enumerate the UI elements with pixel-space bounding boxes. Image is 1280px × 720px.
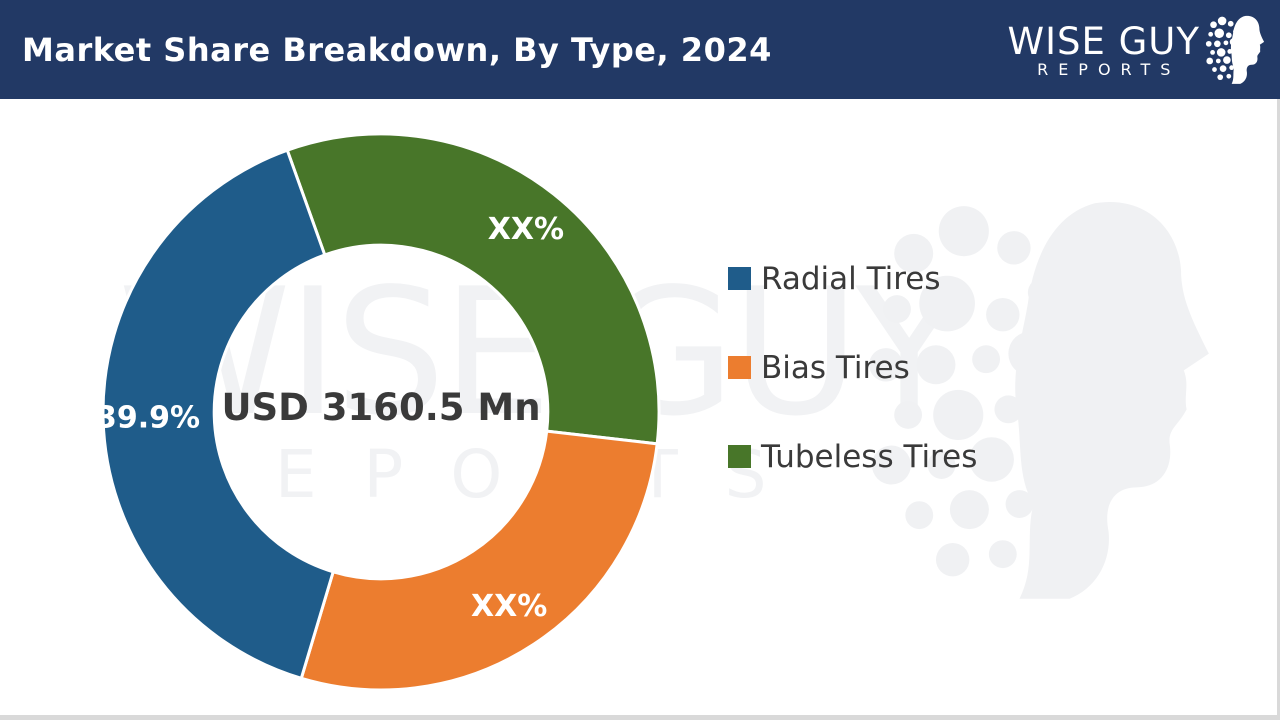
page-title: Market Share Breakdown, By Type, 2024 [22, 30, 772, 69]
wiseguy-logo: WISE GUY REPORTS [1008, 4, 1266, 96]
logo-text: WISE GUY REPORTS [1008, 23, 1200, 79]
legend-label: Radial Tires [761, 260, 941, 297]
legend-item-radial-tires: Radial Tires [728, 260, 977, 297]
legend-swatch [728, 267, 751, 290]
segment-pct-label: 39.9% [96, 401, 200, 436]
donut-segment-radial-tires [101, 148, 336, 681]
legend-label: Bias Tires [761, 349, 910, 386]
logo-face-icon [1204, 12, 1266, 88]
legend-item-tubeless-tires: Tubeless Tires [728, 438, 978, 475]
page-border-bottom [0, 715, 1280, 720]
header-bar: Market Share Breakdown, By Type, 2024 WI… [0, 0, 1280, 99]
chart-legend: Radial Tires Bias Tires Tubeless Tires [728, 260, 978, 530]
segment-pct-label: XX% [471, 589, 547, 624]
legend-swatch [728, 356, 751, 379]
donut-segment-tubeless-tires [285, 132, 661, 446]
chart-center-value: USD 3160.5 Mn [221, 386, 541, 429]
legend-label: Tubeless Tires [761, 438, 978, 475]
segment-pct-label: XX% [488, 212, 564, 247]
logo-reports-label: REPORTS [1037, 60, 1181, 79]
watermark-reports-text: REPORTS [182, 436, 814, 513]
donut-segment-bias-tires [299, 429, 659, 692]
page-border-right [1277, 99, 1280, 715]
legend-swatch [728, 445, 751, 468]
logo-wiseguy-label: WISE GUY [1007, 20, 1200, 63]
legend-item-bias-tires: Bias Tires [728, 349, 977, 386]
